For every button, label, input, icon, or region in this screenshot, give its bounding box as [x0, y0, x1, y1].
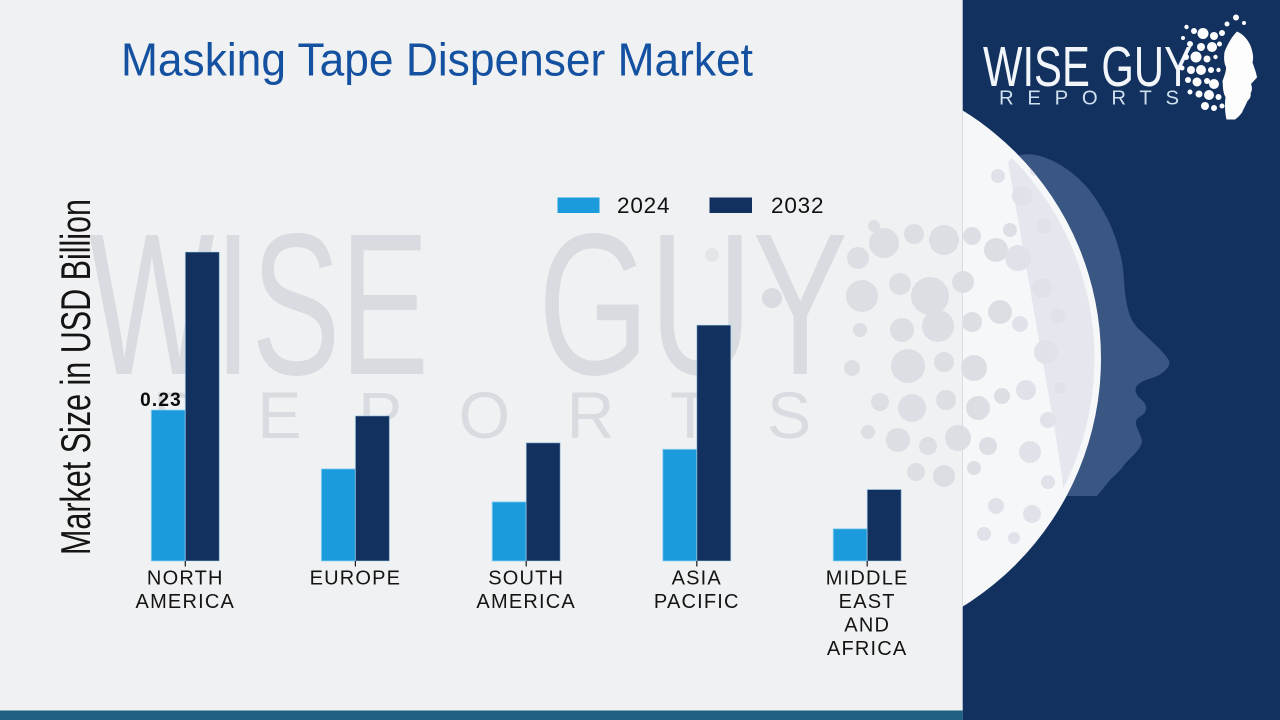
svg-text:MIDDLE: MIDDLE — [826, 568, 909, 590]
svg-text:Market Size in USD Billion: Market Size in USD Billion — [52, 199, 99, 555]
svg-text:Masking Tape Dispenser Market: Masking Tape Dispenser Market — [121, 34, 753, 86]
svg-text:AMERICA: AMERICA — [136, 591, 236, 613]
svg-text:EAST: EAST — [839, 591, 896, 613]
svg-text:AND: AND — [844, 615, 890, 637]
svg-text:ASIA: ASIA — [672, 568, 722, 590]
svg-text:0.23: 0.23 — [140, 390, 182, 411]
svg-text:PACIFIC: PACIFIC — [654, 591, 740, 613]
svg-text:SOUTH: SOUTH — [488, 568, 564, 590]
svg-text:GUY: GUY — [538, 191, 848, 417]
svg-text:EUROPE: EUROPE — [310, 568, 402, 590]
svg-text:WISE: WISE — [89, 191, 429, 417]
svg-text:2024: 2024 — [617, 193, 670, 218]
svg-text:NORTH: NORTH — [147, 568, 224, 590]
svg-text:WISE GUY: WISE GUY — [983, 35, 1192, 98]
svg-text:2032: 2032 — [771, 193, 824, 218]
svg-text:AFRICA: AFRICA — [827, 638, 908, 660]
svg-text:AMERICA: AMERICA — [476, 591, 576, 613]
